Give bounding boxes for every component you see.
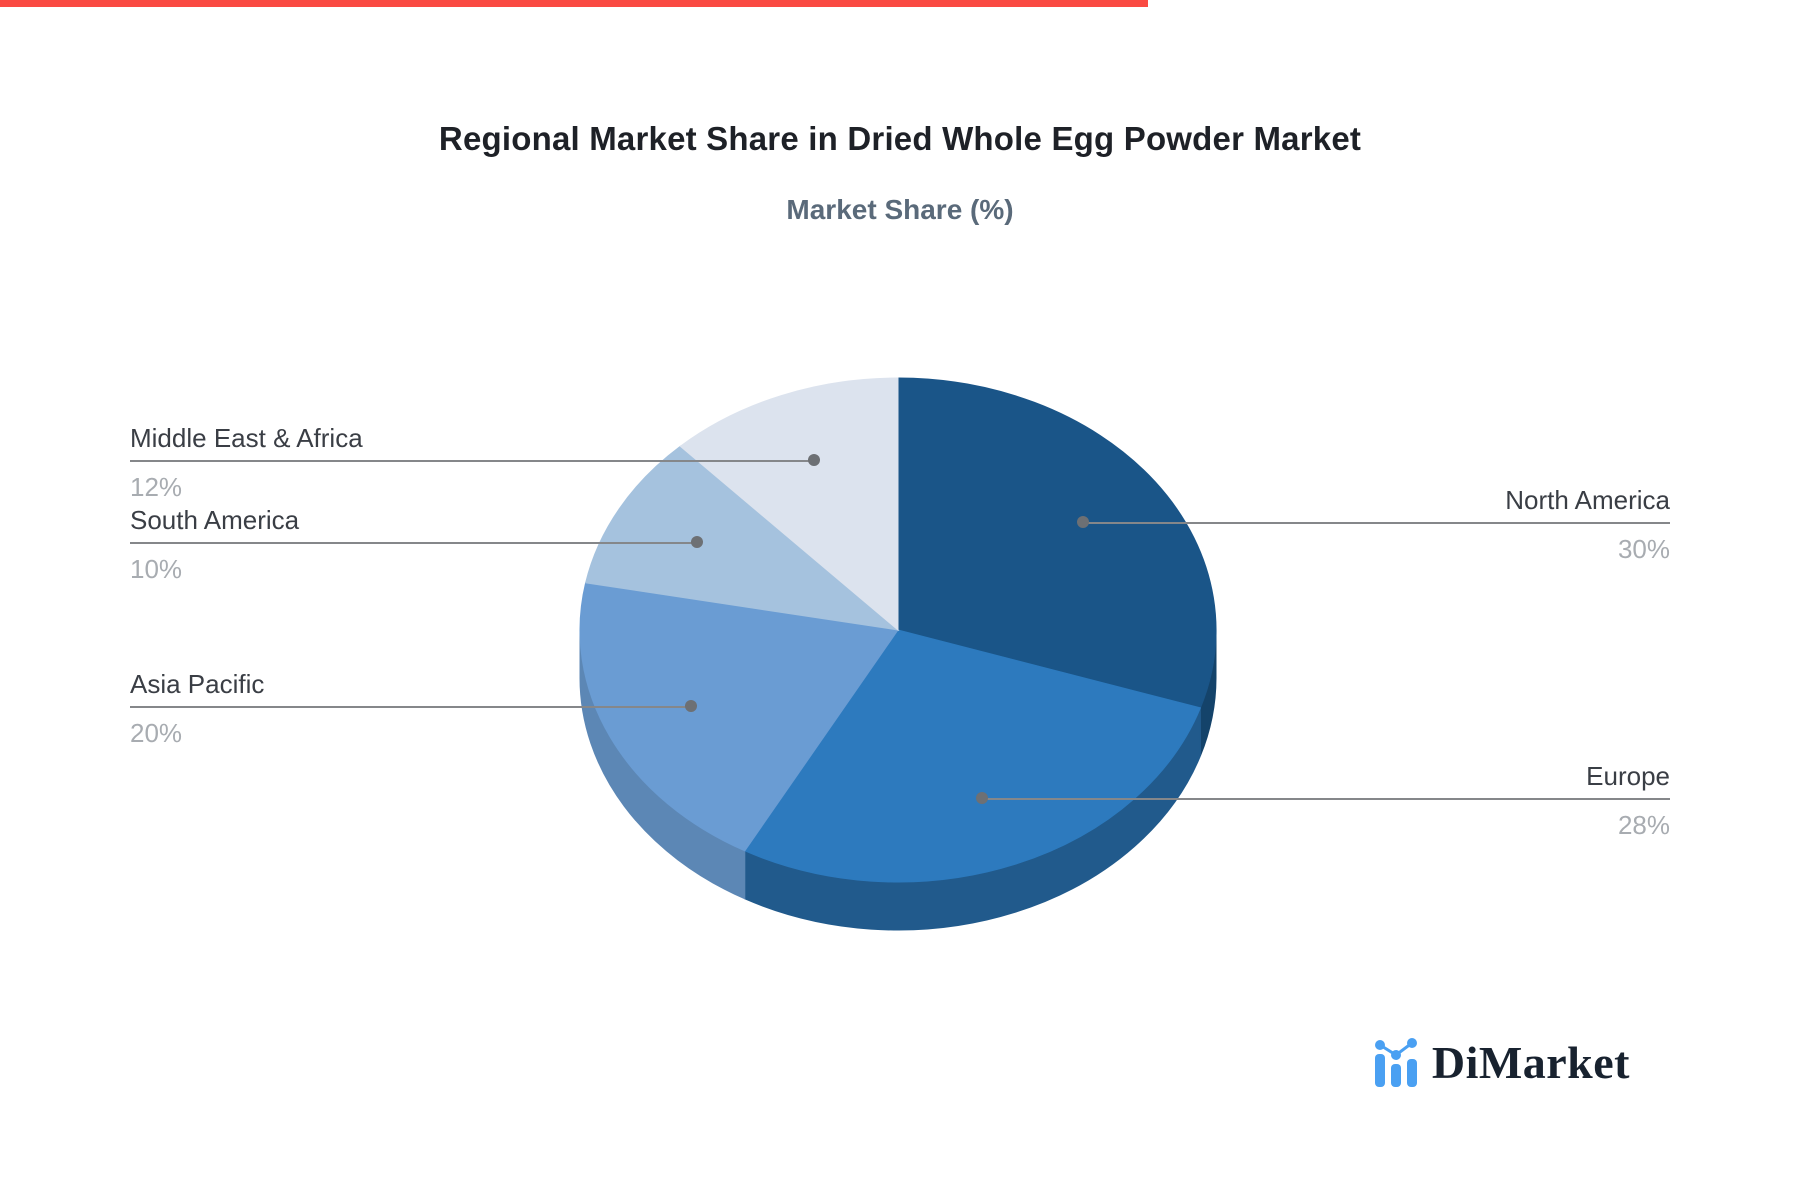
slice-label: South America — [130, 505, 300, 535]
chart-subtitle: Market Share (%) — [786, 194, 1014, 225]
leader-dot — [808, 454, 820, 466]
leader-line — [1077, 516, 1670, 528]
leader-dot — [691, 536, 703, 548]
brand-logo-text: DiMarket — [1431, 1037, 1630, 1088]
leader-line — [976, 792, 1670, 804]
leader-line — [130, 536, 703, 548]
slice-value: 10% — [130, 554, 183, 584]
chart-title: Regional Market Share in Dried Whole Egg… — [438, 120, 1362, 157]
slice-label: Asia Pacific — [130, 669, 265, 699]
top-loading-bar — [0, 0, 1148, 7]
leader-dot — [685, 700, 697, 712]
leader-dot — [1077, 516, 1089, 528]
brand-logo: DiMarket — [1373, 1036, 1630, 1089]
slice-label: Europe — [1586, 761, 1670, 791]
slice-value: 20% — [130, 718, 183, 748]
bar-chart-logo-icon — [1374, 1037, 1417, 1087]
slice-value: 28% — [1617, 810, 1670, 840]
leader-line — [130, 700, 697, 712]
slice-value: 30% — [1617, 534, 1670, 564]
slice-value: 12% — [130, 472, 183, 502]
slice-label: Middle East & Africa — [130, 423, 363, 453]
leader-dot — [976, 792, 988, 804]
leader-line — [130, 454, 820, 466]
slice-label: North America — [1505, 485, 1670, 515]
